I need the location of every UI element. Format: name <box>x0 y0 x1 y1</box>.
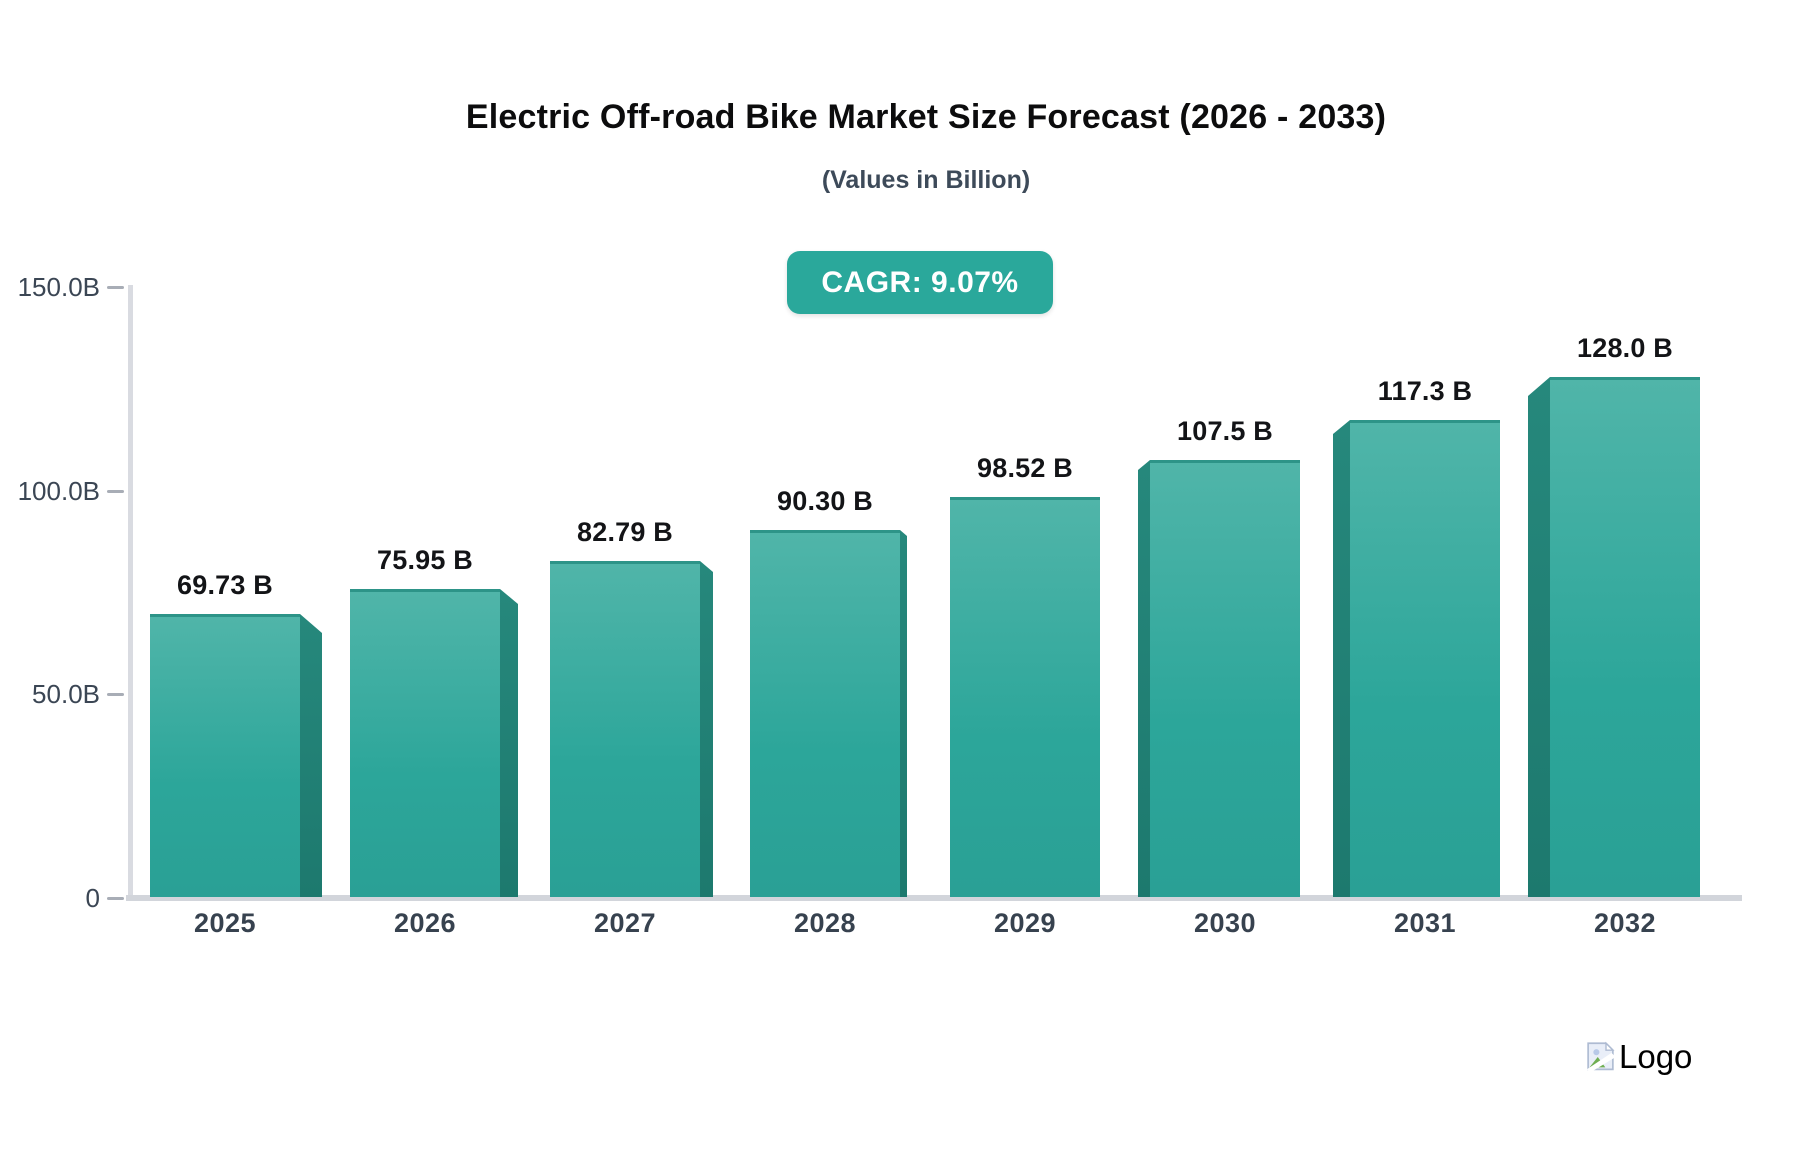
y-axis-line <box>128 285 133 901</box>
bar-3d-side-2026 <box>500 589 518 897</box>
bar-3d-side-2030 <box>1138 460 1150 897</box>
bar-value-label-2031: 117.3 B <box>1377 376 1473 406</box>
bar-value-label-2026: 75.95 B <box>377 545 473 575</box>
bar-2026 <box>350 589 500 897</box>
x-axis-label-2025: 2025 <box>193 908 257 938</box>
bar-value-label-2030: 107.5 B <box>1177 416 1273 446</box>
bar-3d-side-2025 <box>300 614 322 897</box>
x-axis-baseline <box>126 895 1742 901</box>
bar-3d-side-2031 <box>1333 420 1350 897</box>
y-axis-tick-mark <box>107 693 124 697</box>
x-axis-label-2030: 2030 <box>1193 908 1257 938</box>
bar-2030 <box>1150 460 1300 897</box>
bar-3d-side-2032 <box>1528 377 1550 897</box>
x-axis-label-2029: 2029 <box>993 908 1057 938</box>
bar-value-label-2027: 82.79 B <box>577 517 673 547</box>
bar-2029 <box>950 497 1100 897</box>
bar-value-label-2028: 90.30 B <box>777 486 873 516</box>
x-axis-label-2026: 2026 <box>393 908 457 938</box>
y-axis-tick-label: 150.0B <box>17 272 100 303</box>
y-axis-tick-label: 100.0B <box>17 475 100 506</box>
logo-alt-text: Logo <box>1619 1038 1693 1075</box>
y-axis-tick-mark <box>107 489 124 493</box>
bar-2027 <box>550 561 700 897</box>
bar-value-label-2032: 128.0 B <box>1577 333 1673 363</box>
y-axis-tick-mark <box>107 897 124 900</box>
x-axis-label-2032: 2032 <box>1593 908 1657 938</box>
y-axis-tick-mark <box>107 286 124 290</box>
cagr-badge: CAGR: 9.07% <box>787 251 1053 314</box>
y-axis-tick-label: 0 <box>85 883 100 913</box>
bar-2031 <box>1350 420 1500 897</box>
cagr-badge-label: CAGR: 9.07% <box>821 265 1019 299</box>
bar-value-label-2025: 69.73 B <box>177 570 273 600</box>
logo: Logo <box>1584 1038 1692 1076</box>
bar-3d-side-2027 <box>700 561 713 897</box>
chart-title: Electric Off-road Bike Market Size Forec… <box>465 98 1387 136</box>
y-axis-tick-label: 50.0B <box>32 679 100 710</box>
x-axis-label-2031: 2031 <box>1393 908 1457 938</box>
broken-image-icon <box>1584 1040 1617 1074</box>
chart-subtitle: (Values in Billion) <box>821 166 1031 194</box>
x-axis-label-2027: 2027 <box>593 908 657 938</box>
bar-2028 <box>750 530 900 897</box>
bar-2025 <box>150 614 300 897</box>
bar-3d-side-2028 <box>900 530 907 897</box>
bar-value-label-2029: 98.52 B <box>977 453 1073 483</box>
x-axis-label-2028: 2028 <box>793 908 857 938</box>
bar-2032 <box>1550 377 1700 897</box>
